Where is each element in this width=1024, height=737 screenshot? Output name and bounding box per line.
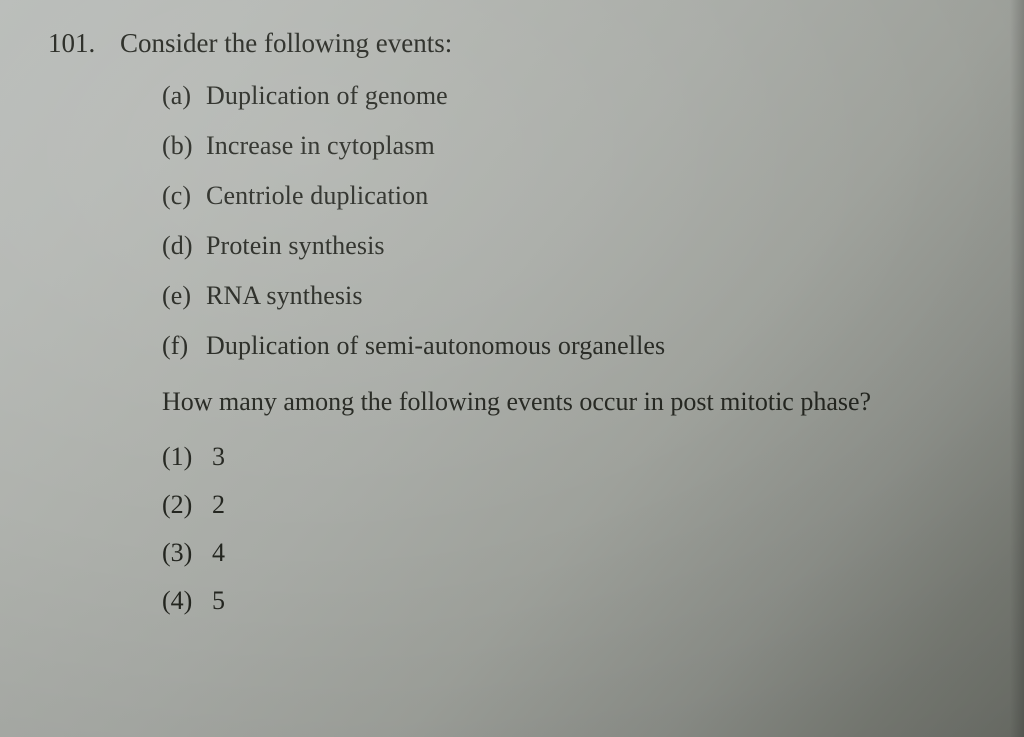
option-item: (1) 3 <box>162 442 984 472</box>
event-text: Protein synthesis <box>206 231 385 261</box>
event-item: (a) Duplication of genome <box>162 81 984 111</box>
option-item: (2) 2 <box>162 490 984 520</box>
option-text: 4 <box>212 538 225 568</box>
event-item: (c) Centriole duplication <box>162 181 984 211</box>
options-list: (1) 3 (2) 2 (3) 4 (4) 5 <box>162 442 984 616</box>
event-label: (f) <box>162 331 206 361</box>
event-item: (b) Increase in cytoplasm <box>162 131 984 161</box>
event-label: (b) <box>162 131 206 161</box>
event-label: (e) <box>162 281 206 311</box>
event-label: (a) <box>162 81 206 111</box>
event-item: (d) Protein synthesis <box>162 231 984 261</box>
question-stem: Consider the following events: <box>120 28 984 59</box>
event-item: (f) Duplication of semi-autonomous organ… <box>162 331 984 361</box>
event-label: (c) <box>162 181 206 211</box>
event-text: RNA synthesis <box>206 281 363 311</box>
event-item: (e) RNA synthesis <box>162 281 984 311</box>
option-text: 2 <box>212 490 225 520</box>
option-item: (3) 4 <box>162 538 984 568</box>
option-label: (2) <box>162 490 212 520</box>
question-number: 101. <box>48 28 95 59</box>
option-label: (4) <box>162 586 212 616</box>
event-text: Duplication of semi-autonomous organelle… <box>206 331 665 361</box>
option-label: (3) <box>162 538 212 568</box>
event-text: Centriole duplication <box>206 181 428 211</box>
option-text: 3 <box>212 442 225 472</box>
sub-question: How many among the following events occu… <box>162 381 882 424</box>
option-text: 5 <box>212 586 225 616</box>
event-text: Duplication of genome <box>206 81 448 111</box>
page-edge-shadow <box>1010 0 1024 737</box>
question-page: 101. Consider the following events: (a) … <box>0 0 1024 654</box>
event-text: Increase in cytoplasm <box>206 131 435 161</box>
events-list: (a) Duplication of genome (b) Increase i… <box>162 81 984 361</box>
option-item: (4) 5 <box>162 586 984 616</box>
option-label: (1) <box>162 442 212 472</box>
event-label: (d) <box>162 231 206 261</box>
